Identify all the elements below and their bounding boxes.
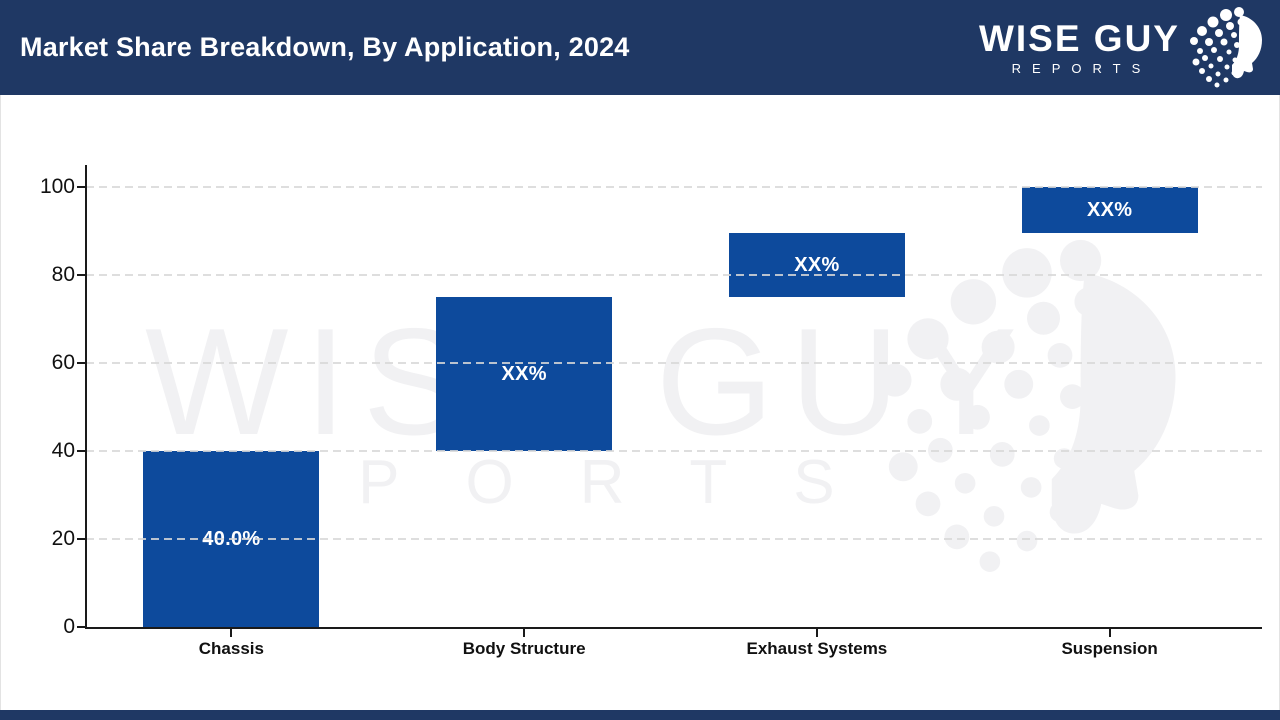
y-axis-line (85, 165, 87, 627)
y-tick-label-0: 0 (63, 615, 75, 638)
x-tick-mark (523, 629, 526, 637)
bar-suspension: XX% (1021, 187, 1198, 234)
x-tick-mark (1108, 629, 1111, 637)
header-bar: Market Share Breakdown, By Application, … (0, 0, 1280, 95)
gridline-40 (86, 450, 1262, 452)
y-tick-mark-100 (77, 186, 85, 188)
y-tick-label-20: 20 (51, 527, 75, 550)
y-tick-label-60: 60 (51, 351, 75, 374)
x-tick-mark (230, 629, 233, 637)
gridline-100 (86, 186, 1262, 188)
bar-label: XX% (794, 253, 840, 276)
logo-reports-text: REPORTS (1011, 61, 1152, 76)
bar-label: XX% (1086, 198, 1133, 221)
gridline-20 (86, 538, 1262, 540)
x-tick-label-body-structure: Body Structure (462, 639, 586, 658)
y-tick-label-40: 40 (51, 439, 75, 462)
bar-label: XX% (501, 362, 547, 385)
y-tick-mark-0 (77, 626, 85, 628)
y-tick-label-80: 80 (51, 263, 75, 286)
gridline-80 (86, 274, 1262, 276)
x-tick-label-exhaust-systems: Exhaust Systems (746, 639, 888, 658)
x-tick-label-chassis: Chassis (198, 639, 264, 658)
logo-wiseguy-text: WISE GUY (978, 18, 1180, 59)
y-tick-mark-80 (77, 274, 85, 276)
y-tick-mark-40 (77, 450, 85, 452)
y-tick-mark-20 (77, 538, 85, 540)
y-tick-mark-60 (77, 362, 85, 364)
x-tick-mark (815, 629, 818, 637)
x-axis-line (85, 627, 1262, 629)
bar-body-structure: XX% (436, 297, 613, 451)
wiseguy-logo: WISE GUY REPORTS (979, 5, 1280, 91)
footer-bar (0, 710, 1280, 720)
bar-exhaust-systems: XX% (728, 233, 905, 297)
page-title: Market Share Breakdown, By Application, … (20, 32, 630, 62)
x-tick-label-suspension: Suspension (1061, 639, 1158, 658)
gridline-60 (86, 362, 1262, 364)
y-tick-label-100: 100 (39, 175, 75, 198)
